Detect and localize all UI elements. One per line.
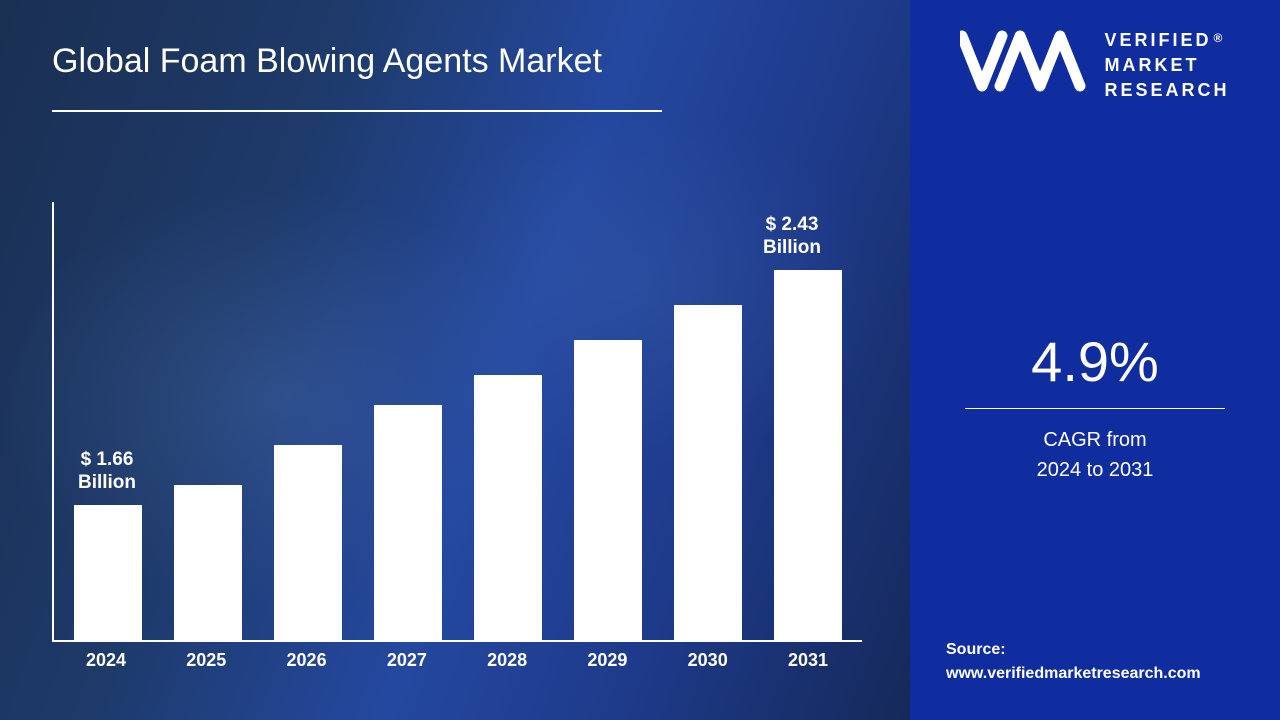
right-panel: VERIFIED® MARKET RESEARCH 4.9% CAGR from… [910,0,1280,720]
x-label: 2031 [774,650,842,680]
x-label: 2026 [273,650,341,680]
logo: VERIFIED® MARKET RESEARCH [960,28,1229,104]
bar-2029 [574,340,642,640]
x-label: 2030 [674,650,742,680]
cagr-caption-line2: 2024 to 2031 [1037,459,1154,481]
bars-container [52,202,862,642]
x-axis-labels: 2024 2025 2026 2027 2028 2029 2030 2031 [52,650,862,680]
bar-chart: $ 1.66 Billion $ 2.43 Billion 2024 2025 … [52,200,862,680]
bar-2024 [74,505,142,640]
bar-2026 [274,445,342,640]
main-panel: Global Foam Blowing Agents Market $ 1.66… [0,0,910,720]
cagr-caption-line1: CAGR from [1043,429,1146,451]
x-label: 2025 [172,650,240,680]
bar-2028 [474,375,542,640]
registered-icon: ® [1214,31,1226,45]
cagr-block: 4.9% CAGR from 2024 to 2031 [965,329,1225,486]
x-label: 2029 [573,650,641,680]
source-url: www.verifiedmarketresearch.com [946,665,1201,682]
x-label: 2024 [72,650,140,680]
logo-text: VERIFIED® MARKET RESEARCH [1104,28,1229,104]
bar-2030 [674,305,742,640]
x-label: 2028 [473,650,541,680]
page-title: Global Foam Blowing Agents Market [52,42,602,81]
title-underline [52,110,662,112]
cagr-value: 4.9% [965,329,1225,394]
logo-line2: MARKET [1104,55,1199,75]
cagr-caption: CAGR from 2024 to 2031 [965,425,1225,485]
x-label: 2027 [373,650,441,680]
source-block: Source: www.verifiedmarketresearch.com [946,638,1201,686]
bar-2027 [374,405,442,640]
bar-2031 [774,270,842,640]
logo-line3: RESEARCH [1104,80,1229,100]
cagr-underline [965,408,1225,410]
vmr-logo-icon [960,28,1090,98]
source-label: Source: [946,641,1006,658]
bar-2025 [174,485,242,640]
logo-line1: VERIFIED [1104,30,1211,50]
